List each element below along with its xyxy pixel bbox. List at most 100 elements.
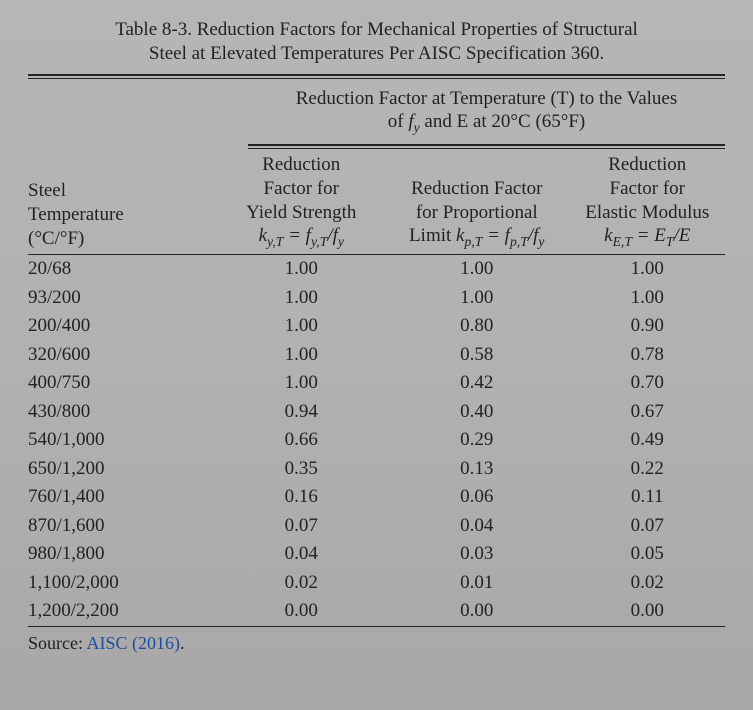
cell-ky: 0.04 [219, 540, 384, 569]
table-row: 540/1,0000.660.290.49 [28, 426, 725, 455]
top-double-rule [28, 74, 725, 79]
cell-temperature: 400/750 [28, 369, 219, 398]
col-head-temperature: Steel Temperature (°C/°F) [28, 153, 219, 255]
cell-kp: 0.03 [384, 540, 570, 569]
cell-temperature: 980/1,800 [28, 540, 219, 569]
cell-temperature: 540/1,000 [28, 426, 219, 455]
column-heading-row: Steel Temperature (°C/°F) Reduction Fact… [28, 153, 725, 255]
col2-line2: Factor for [264, 178, 339, 199]
cell-kp: 0.01 [384, 569, 570, 598]
table-row: 20/681.001.001.00 [28, 255, 725, 284]
spanner-heading: Reduction Factor at Temperature (T) to t… [28, 85, 725, 145]
page-container: Table 8-3. Reduction Factors for Mechani… [0, 0, 753, 710]
reduction-factors-table: Steel Temperature (°C/°F) Reduction Fact… [28, 153, 725, 654]
spanner-double-rule [248, 144, 725, 149]
col4-line1: Reduction [608, 154, 686, 175]
table-body: 20/681.001.001.00 93/2001.001.001.00 200… [28, 255, 725, 627]
col3-line2: for Proportional [416, 202, 538, 223]
cell-ky: 1.00 [219, 255, 384, 284]
table-row: 93/2001.001.001.00 [28, 284, 725, 313]
table-row: 650/1,2000.350.130.22 [28, 455, 725, 484]
cell-ky: 0.35 [219, 455, 384, 484]
cell-kp: 0.04 [384, 512, 570, 541]
source-citation: AISC (2016) [87, 633, 181, 653]
col4-line2: Factor for [610, 178, 685, 199]
table-row: 320/6001.000.580.78 [28, 341, 725, 370]
spanner-line-2-suffix: and E at 20°C (65°F) [420, 111, 586, 132]
cell-ke: 0.22 [570, 455, 725, 484]
caption-line-2: Steel at Elevated Temperatures Per AISC … [149, 43, 604, 64]
source-cell: Source: AISC (2016). [28, 626, 725, 654]
col-head-proportional-limit: Reduction Factor for Proportional Limit … [384, 153, 570, 255]
table-row: 1,100/2,0000.020.010.02 [28, 569, 725, 598]
cell-ky: 0.16 [219, 483, 384, 512]
cell-kp: 0.00 [384, 597, 570, 626]
cell-temperature: 93/200 [28, 284, 219, 313]
table-row: 870/1,6000.070.040.07 [28, 512, 725, 541]
col2-line3: Yield Strength [246, 202, 356, 223]
cell-ky: 1.00 [219, 312, 384, 341]
caption-line-1: Table 8-3. Reduction Factors for Mechani… [115, 19, 638, 40]
cell-kp: 0.80 [384, 312, 570, 341]
cell-ke: 0.67 [570, 398, 725, 427]
cell-kp: 1.00 [384, 284, 570, 313]
cell-temperature: 320/600 [28, 341, 219, 370]
cell-ky: 1.00 [219, 284, 384, 313]
cell-ke: 0.90 [570, 312, 725, 341]
cell-kp: 0.42 [384, 369, 570, 398]
col1-line3: (°C/°F) [28, 228, 84, 249]
col4-line3: Elastic Modulus [585, 202, 709, 223]
table-row: 400/7501.000.420.70 [28, 369, 725, 398]
spanner-line-1: Reduction Factor at Temperature (T) to t… [296, 88, 678, 109]
table-row: 980/1,8000.040.030.05 [28, 540, 725, 569]
cell-temperature: 430/800 [28, 398, 219, 427]
table-row: 1,200/2,2000.000.000.00 [28, 597, 725, 626]
cell-ke: 0.70 [570, 369, 725, 398]
cell-ke: 0.11 [570, 483, 725, 512]
cell-kp: 0.40 [384, 398, 570, 427]
source-prefix: Source: [28, 633, 87, 653]
cell-kp: 0.29 [384, 426, 570, 455]
col3-line1: Reduction Factor [411, 178, 542, 199]
cell-temperature: 200/400 [28, 312, 219, 341]
source-suffix: . [180, 633, 185, 653]
cell-ke: 1.00 [570, 255, 725, 284]
cell-temperature: 870/1,600 [28, 512, 219, 541]
cell-ky: 0.94 [219, 398, 384, 427]
cell-ky: 1.00 [219, 369, 384, 398]
cell-temperature: 1,200/2,200 [28, 597, 219, 626]
spanner-line-2-prefix: of [388, 111, 409, 132]
col1-line1: Steel [28, 180, 66, 201]
cell-temperature: 760/1,400 [28, 483, 219, 512]
cell-kp: 0.13 [384, 455, 570, 484]
cell-ke: 0.00 [570, 597, 725, 626]
cell-ke: 1.00 [570, 284, 725, 313]
cell-ke: 0.07 [570, 512, 725, 541]
fy-symbol: fy [408, 111, 419, 132]
cell-ke: 0.05 [570, 540, 725, 569]
cell-kp: 1.00 [384, 255, 570, 284]
table-row: 430/8000.940.400.67 [28, 398, 725, 427]
cell-ky: 0.66 [219, 426, 384, 455]
cell-ke: 0.78 [570, 341, 725, 370]
cell-kp: 0.06 [384, 483, 570, 512]
col-head-yield-strength: Reduction Factor for Yield Strength ky,T… [219, 153, 384, 255]
ke-formula: kE,T = ET/E [604, 225, 690, 246]
cell-ky: 0.00 [219, 597, 384, 626]
col1-line2: Temperature [28, 204, 124, 225]
cell-ky: 1.00 [219, 341, 384, 370]
col-head-elastic-modulus: Reduction Factor for Elastic Modulus kE,… [570, 153, 725, 255]
cell-ke: 0.02 [570, 569, 725, 598]
cell-temperature: 20/68 [28, 255, 219, 284]
source-row: Source: AISC (2016). [28, 626, 725, 654]
cell-ke: 0.49 [570, 426, 725, 455]
cell-temperature: 1,100/2,000 [28, 569, 219, 598]
cell-ky: 0.02 [219, 569, 384, 598]
col2-line1: Reduction [262, 154, 340, 175]
kp-formula-label: Limit kp,T = fp,T/fy [409, 225, 544, 246]
table-caption: Table 8-3. Reduction Factors for Mechani… [28, 18, 725, 66]
cell-ky: 0.07 [219, 512, 384, 541]
ky-formula: ky,T = fy,T/fy [259, 225, 344, 246]
table-row: 200/4001.000.800.90 [28, 312, 725, 341]
cell-kp: 0.58 [384, 341, 570, 370]
